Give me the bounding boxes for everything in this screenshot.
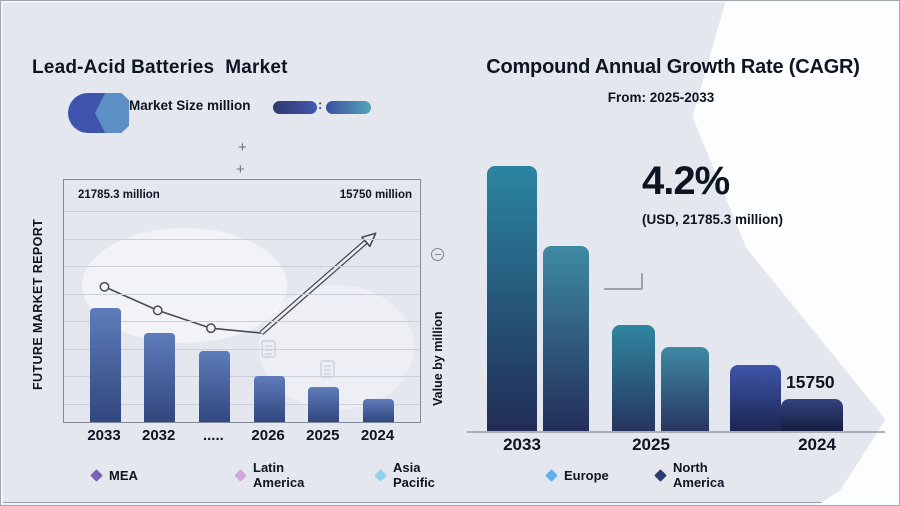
cagr-title: Compound Annual Growth Rate (CAGR) (486, 56, 860, 78)
corner-bracket-line (604, 288, 642, 290)
corner-bracket-line (641, 273, 643, 289)
right-chart-bar (543, 246, 589, 432)
legend-item: North America (654, 460, 724, 490)
x-axis-label: 2026 (251, 427, 285, 444)
legend-item: MEA (90, 467, 138, 483)
x-axis-label: ..... (202, 427, 224, 444)
left-chart-bar (144, 333, 176, 422)
legend-diamond-icon (374, 468, 387, 482)
left-chart-bar (308, 387, 340, 422)
gridline (64, 321, 420, 322)
legend-diamond-icon (545, 468, 558, 482)
scale-separator: : (318, 97, 323, 112)
left-chart-bar (363, 399, 394, 422)
left-chart-side-caption: FUTURE MARKET REPORT (31, 218, 45, 390)
annotation-start-value: 21785.3 million (78, 189, 160, 201)
legend-item: Asia Pacific (374, 460, 435, 490)
cagr-detail: (USD, 21785.3 million) (642, 212, 784, 227)
gridline (64, 403, 420, 405)
legend-diamond-icon (654, 468, 667, 482)
x-axis-label: 2025 (632, 435, 670, 454)
plus-mark: + (236, 161, 245, 178)
market-size-label: Market Size million (129, 98, 251, 113)
legend-item: Europe (545, 467, 609, 483)
battery-icon (68, 93, 130, 133)
cagr-subtitle: From: 2025-2033 (607, 90, 715, 105)
legend-diamond-icon (90, 468, 103, 482)
left-chart-x-axis: 2033 2032..... 2026 2025 2024 (63, 427, 421, 447)
cagr-value: 4.2% (642, 159, 730, 203)
gridline (64, 238, 420, 240)
x-axis-label: 2033 (87, 427, 121, 444)
legend-label: Europe (564, 467, 609, 483)
x-axis-label: 2024 (798, 435, 836, 454)
bar-value-annotation: 15750 (786, 372, 835, 392)
gridline (64, 376, 420, 377)
left-chart-bar (253, 376, 285, 422)
legend-label: MEA (109, 467, 138, 483)
legend-label: Latin America (253, 460, 305, 490)
x-axis-label: 2033 (503, 435, 541, 454)
scale-pill-left (273, 101, 317, 114)
left-chart-plot-area: 21785.3 million 15750 million (63, 179, 421, 423)
trend-line-overlay (99, 232, 377, 378)
x-axis-label: 2024 (360, 427, 395, 444)
annotation-end-value: 15750 million (339, 189, 412, 201)
gridline (64, 348, 420, 350)
right-chart-baseline (467, 431, 885, 433)
plus-mark: + (238, 139, 247, 156)
gridline (64, 211, 420, 212)
right-chart-bar (612, 325, 655, 432)
right-chart-bar (781, 399, 843, 432)
legend-item: Latin America (234, 460, 304, 490)
left-chart-bar (198, 351, 230, 422)
value-axis-caption: Value by million (431, 311, 445, 407)
x-axis-label: 2032 (142, 427, 176, 444)
right-chart-bar (487, 166, 537, 432)
legend-diamond-icon (234, 468, 247, 482)
gridline (64, 293, 420, 295)
legend-label: Asia Pacific (393, 460, 435, 490)
left-chart-bar (89, 308, 121, 422)
x-axis-label: 2025 (306, 427, 340, 444)
legend-label: North America (673, 460, 725, 490)
scale-pill-right (326, 101, 371, 114)
minus-circle-icon (431, 248, 444, 261)
page-title: Lead-Acid Batteries Market (32, 57, 288, 78)
right-chart-bar (730, 365, 781, 432)
gridline (64, 266, 420, 267)
right-chart-bar (661, 347, 709, 432)
